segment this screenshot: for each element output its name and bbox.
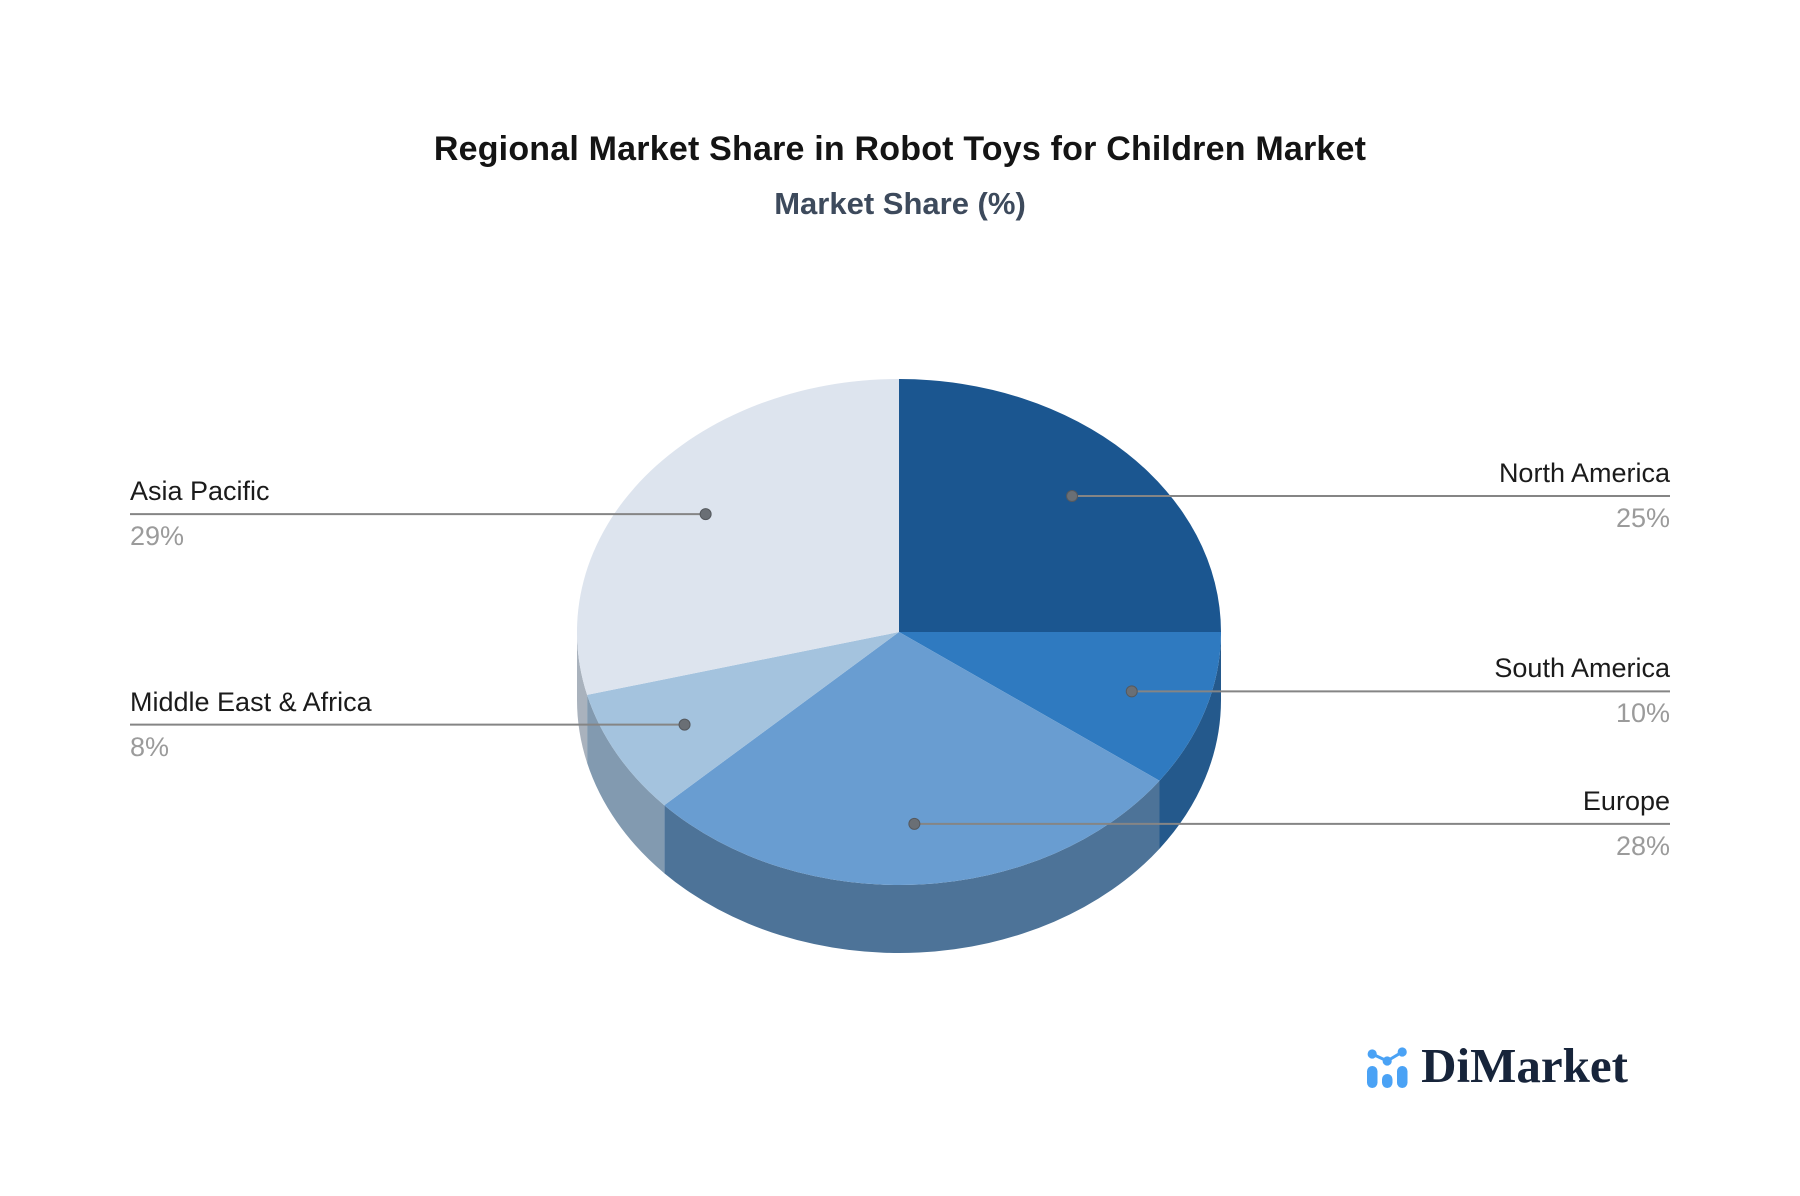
callout-label: South America — [1494, 653, 1670, 684]
bar-line-chart-icon — [1367, 1047, 1408, 1088]
callout-value: 8% — [130, 731, 170, 762]
callout-label: Middle East & Africa — [130, 686, 372, 717]
callout-leader-lines — [130, 490, 1670, 830]
callout-south-america: South America 10% — [1190, 653, 1670, 728]
callout-value: 25% — [1615, 503, 1670, 534]
chart-title: Regional Market Share in Robot Toys for … — [433, 130, 1367, 168]
callout-value: 10% — [1615, 698, 1670, 729]
callout-middle-east-africa: Middle East & Africa 8% — [130, 687, 610, 762]
callout-value: 28% — [1615, 830, 1670, 861]
callout-label: North America — [1498, 458, 1670, 489]
callout-label: Asia Pacific — [130, 476, 270, 507]
callout-europe: Europe 28% — [1190, 786, 1670, 861]
logo-text: DiMarket — [1421, 1038, 1628, 1093]
pie-slices — [577, 379, 1221, 885]
pie-side-walls — [577, 632, 1221, 953]
callout-label: Europe — [1582, 785, 1670, 816]
callout-north-america: North America 25% — [1190, 458, 1670, 533]
logo: DiMarket — [1364, 1038, 1628, 1093]
chart-subtitle: Market Share (%) — [774, 186, 1026, 221]
callout-asia-pacific: Asia Pacific 29% — [130, 476, 610, 551]
callout-value: 29% — [130, 521, 185, 552]
